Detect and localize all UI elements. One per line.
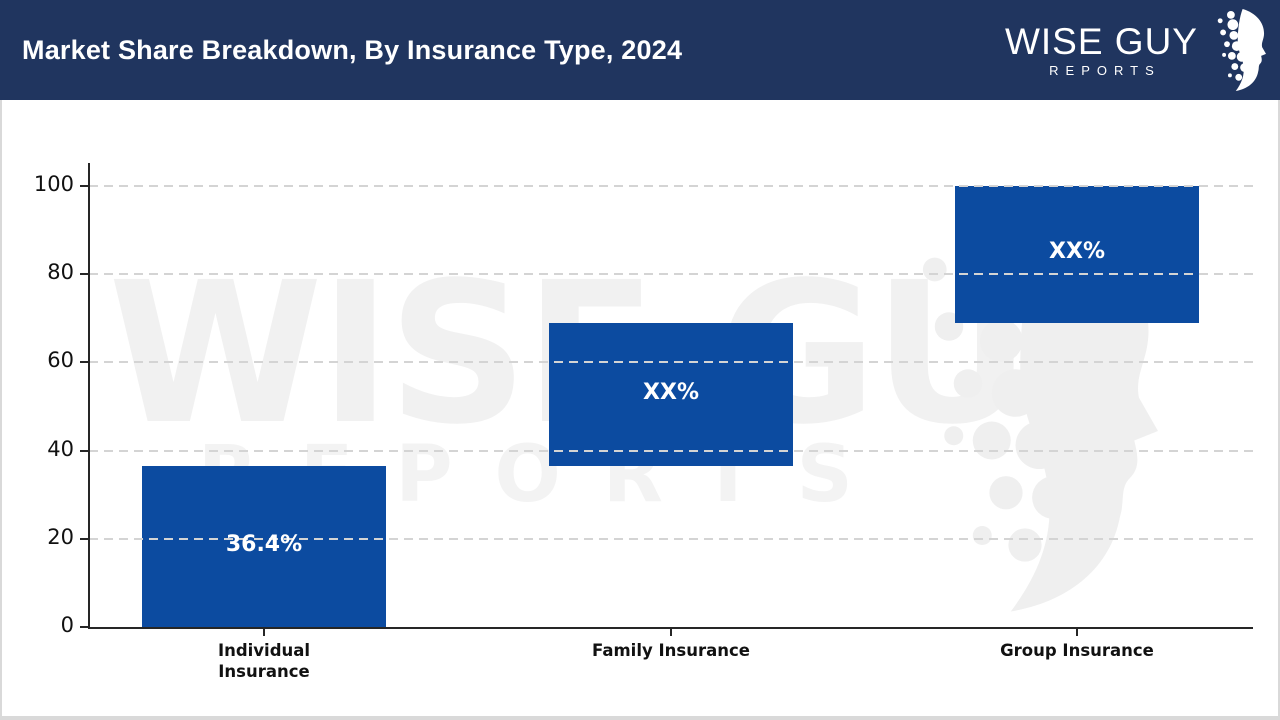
bar-value-label: XX% bbox=[643, 379, 699, 405]
y-axis-tick bbox=[80, 361, 89, 364]
y-axis-line bbox=[88, 163, 90, 629]
page-border-left bbox=[0, 100, 2, 720]
y-axis-tick-label: 80 bbox=[47, 260, 74, 285]
y-axis-tick bbox=[80, 537, 89, 540]
brand-subtitle: REPORTS bbox=[1049, 62, 1161, 78]
header-bar: Market Share Breakdown, By Insurance Typ… bbox=[0, 0, 1280, 100]
x-axis-category-label-line: Group Insurance bbox=[1000, 641, 1154, 660]
page-border-bottom bbox=[0, 716, 1280, 720]
y-axis-tick bbox=[80, 626, 89, 628]
x-axis-category-label: Family Insurance bbox=[521, 640, 821, 661]
gridline bbox=[89, 185, 1253, 187]
x-axis-line bbox=[88, 627, 1253, 629]
bar-value-label: XX% bbox=[1049, 239, 1105, 265]
y-axis-tick bbox=[80, 273, 89, 276]
y-axis-tick-label: 40 bbox=[47, 436, 74, 461]
y-axis-tick-label: 20 bbox=[47, 524, 74, 549]
y-axis-tick-label: 100 bbox=[33, 172, 74, 196]
bar-value-label: 36.4% bbox=[225, 531, 303, 557]
x-axis-category-label-line: Individual bbox=[217, 641, 311, 660]
x-axis-category-label-line: Insurance bbox=[218, 662, 310, 682]
bar-group-insurance bbox=[955, 186, 1199, 323]
gridline bbox=[89, 361, 1253, 364]
gridline bbox=[89, 449, 1253, 452]
brand-logo-text: WISE GUY REPORTS bbox=[1005, 23, 1198, 78]
x-axis-tick bbox=[1076, 629, 1078, 636]
x-axis-tick bbox=[670, 629, 672, 636]
y-axis-tick bbox=[80, 185, 89, 187]
y-axis-tick-label: 60 bbox=[47, 348, 74, 373]
x-axis-category-label: Individual Insurance bbox=[114, 640, 414, 683]
brand-name: WISE GUY bbox=[1004, 20, 1198, 62]
page-title: Market Share Breakdown, By Insurance Typ… bbox=[22, 34, 683, 65]
gridline bbox=[89, 537, 1253, 540]
brand-logo: WISE GUY REPORTS bbox=[1005, 8, 1280, 92]
y-axis-tick bbox=[80, 449, 89, 452]
y-axis-tick-label: 0 bbox=[60, 613, 74, 637]
x-axis-category-label: Group Insurance bbox=[927, 640, 1227, 661]
bar-family-insurance bbox=[549, 322, 793, 467]
bar-individual-insurance bbox=[142, 466, 386, 627]
brand-face-icon bbox=[1217, 9, 1266, 91]
x-axis-category-label-line: Family Insurance bbox=[592, 641, 750, 660]
page-border-right bbox=[1278, 100, 1280, 720]
gridline bbox=[89, 273, 1253, 276]
x-axis-tick bbox=[263, 629, 265, 636]
